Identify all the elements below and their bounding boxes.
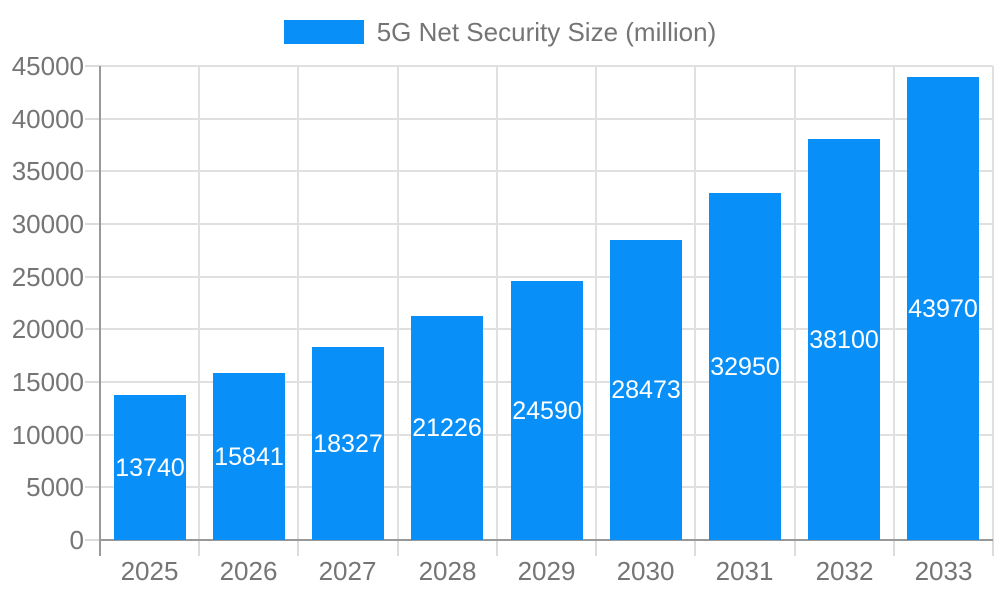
bar-2029: [511, 281, 583, 540]
legend: 5G Net Security Size (million): [0, 17, 1000, 47]
x-axis-label: 2033: [914, 556, 973, 586]
bar-2027: [312, 347, 384, 540]
y-axis-tick: [85, 117, 100, 120]
y-axis-tick: [85, 539, 100, 541]
x-axis-label: 2027: [318, 556, 377, 586]
x-gridline: [495, 66, 498, 540]
y-axis-label: 5000: [26, 472, 84, 503]
bar-value-label: 24590: [512, 397, 582, 425]
y-gridline: [100, 65, 993, 67]
y-axis-tick: [85, 486, 100, 489]
y-axis-label: 40000: [11, 103, 84, 134]
y-axis-tick: [85, 433, 100, 436]
x-gridline: [396, 66, 399, 540]
x-gridline: [595, 66, 598, 540]
x-gridline: [793, 66, 796, 540]
bar-2030: [610, 240, 682, 540]
x-axis-tick: [992, 540, 994, 556]
bar-value-label: 32950: [710, 353, 780, 381]
x-axis-tick: [495, 540, 498, 556]
bar-2032: [808, 139, 880, 540]
x-axis-label: 2026: [219, 556, 278, 586]
x-gridline: [694, 66, 697, 540]
x-axis-line: [99, 539, 993, 541]
y-axis-line: [99, 66, 101, 542]
y-axis-label: 25000: [11, 261, 84, 292]
x-axis-tick: [793, 540, 796, 556]
x-axis-tick: [99, 540, 101, 556]
y-axis-tick: [85, 65, 100, 67]
x-gridline: [198, 66, 201, 540]
x-gridline: [297, 66, 300, 540]
bar-value-label: 18327: [313, 430, 383, 458]
x-axis-tick: [198, 540, 201, 556]
y-gridline: [100, 223, 993, 225]
x-axis-tick: [297, 540, 300, 556]
bar-value-label: 38100: [809, 326, 879, 354]
x-axis-label: 2031: [715, 556, 774, 586]
x-axis-tick: [595, 540, 598, 556]
y-axis-label: 45000: [11, 51, 84, 81]
y-axis-label: 0: [69, 525, 84, 555]
y-axis-tick: [85, 170, 100, 173]
y-axis-tick: [85, 328, 100, 331]
y-gridline: [100, 117, 993, 120]
bar-value-label: 15841: [214, 443, 284, 471]
bar-value-label: 21226: [412, 414, 482, 442]
bar-value-label: 28473: [611, 376, 681, 404]
bar-value-label: 13740: [115, 454, 185, 482]
y-gridline: [100, 170, 993, 173]
y-gridline: [100, 275, 993, 278]
bar-2028: [411, 316, 483, 540]
y-axis-label: 30000: [11, 209, 84, 239]
y-axis-tick: [85, 223, 100, 225]
y-axis-tick: [85, 381, 100, 383]
bar-value-label: 43970: [908, 295, 978, 323]
y-axis-label: 10000: [11, 419, 84, 450]
y-axis-label: 15000: [11, 367, 84, 397]
x-axis-tick: [694, 540, 697, 556]
bar-2033: [907, 77, 979, 540]
x-axis-tick: [396, 540, 399, 556]
legend-swatch: [283, 20, 364, 44]
y-axis-tick: [85, 275, 100, 278]
y-axis-label: 20000: [11, 314, 84, 345]
x-gridline: [992, 66, 994, 540]
x-axis-tick: [892, 540, 895, 556]
x-axis-label: 2030: [616, 556, 675, 586]
bar-2025: [114, 395, 186, 540]
y-axis-label: 35000: [11, 156, 84, 187]
x-axis-label: 2032: [815, 556, 874, 586]
bar-2031: [709, 193, 781, 540]
legend-label: 5G Net Security Size (million): [376, 17, 717, 47]
x-axis-label: 2029: [517, 556, 576, 586]
x-gridline: [892, 66, 895, 540]
bar-2026: [213, 373, 285, 540]
x-axis-label: 2025: [120, 556, 179, 586]
x-axis-label: 2028: [418, 556, 477, 586]
